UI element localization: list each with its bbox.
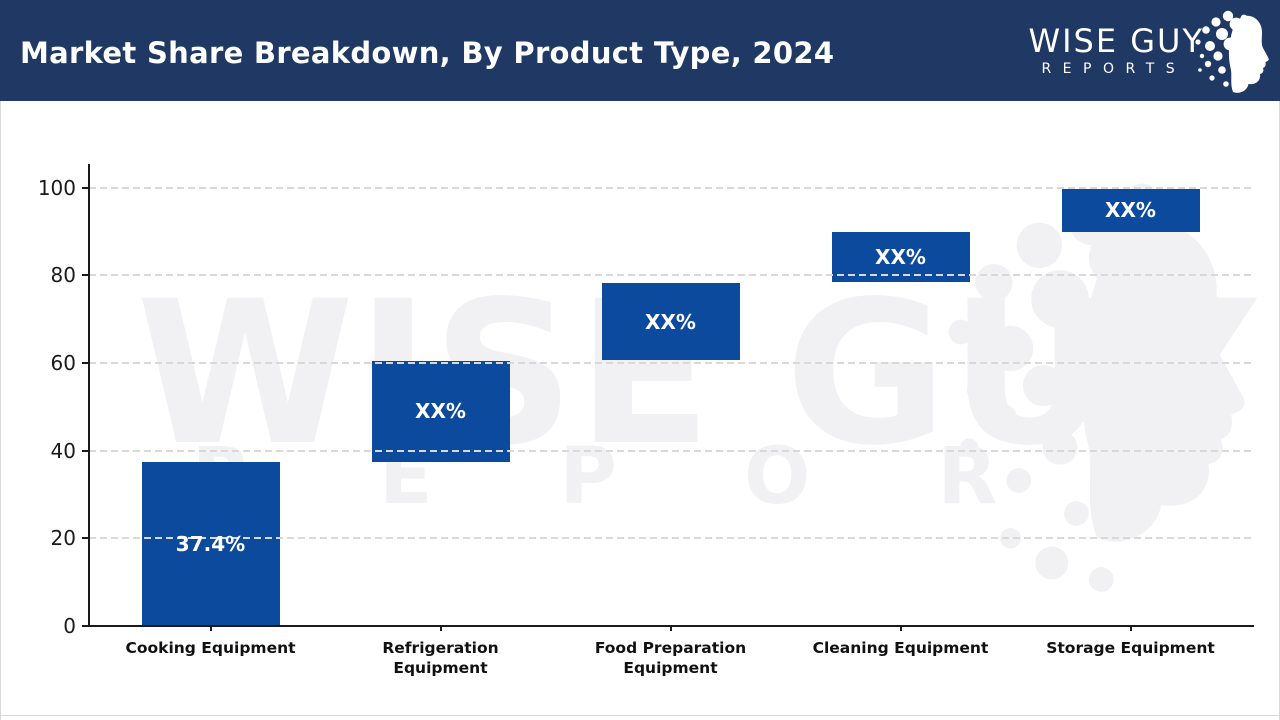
bar-segment: [141, 462, 280, 626]
gridline-100: [89, 186, 1254, 189]
bar-segment: [601, 283, 740, 360]
bar-segment: [371, 360, 510, 463]
x-tick-mark: [439, 626, 442, 631]
page-title: Market Share Breakdown, By Product Type,…: [20, 36, 835, 70]
x-tick-mark: [209, 626, 212, 631]
category-label: Refrigeration Equipment: [382, 639, 499, 677]
gridline-80: [89, 274, 1254, 277]
x-tick-mark: [1129, 626, 1132, 631]
brand-logo: WISE GUY REPORTS: [1012, 6, 1272, 98]
gridline-40: [89, 449, 1254, 452]
header: Market Share Breakdown, By Product Type,…: [0, 0, 1280, 101]
category-label: Cooking Equipment: [125, 639, 296, 657]
category-label: Food Preparation Equipment: [594, 639, 747, 677]
bar-segment: [831, 232, 970, 283]
y-tick-mark: [82, 449, 89, 452]
brand-subtitle: REPORTS: [1041, 61, 1187, 77]
y-tick-mark: [82, 186, 89, 189]
y-tick-mark: [82, 362, 89, 364]
y-tick-mark: [82, 537, 89, 540]
brand-head-dots-icon: [1195, 10, 1269, 93]
page-border-left: [0, 0, 1, 720]
y-tick-label: 100: [37, 175, 76, 200]
page-border-bottom: [0, 715, 1280, 716]
x-tick-mark: [899, 626, 902, 631]
y-tick-label: 80: [50, 263, 76, 288]
y-tick-label: 40: [50, 438, 76, 463]
brand-logo-text: WISE GUY REPORTS: [1028, 22, 1204, 77]
y-tick-label: 60: [50, 351, 76, 375]
bar-value-label: XX%: [415, 399, 466, 424]
y-tick-label: 0: [63, 614, 76, 638]
bar-value-label: 37.4%: [175, 532, 246, 557]
y-tick-mark: [82, 625, 89, 627]
gridline-20: [89, 537, 1254, 540]
plot-area: 0 20 40 60 80 100 37.4% Cooking Equipment XX% Ref…: [38, 164, 1254, 677]
y-axis-line: [88, 164, 90, 627]
category-label: Cleaning Equipment: [812, 639, 989, 657]
bar-value-label: XX%: [645, 309, 696, 334]
gridline-60: [89, 362, 1254, 364]
y-tick-mark: [82, 274, 89, 277]
x-tick-mark: [669, 626, 672, 631]
category-label: Storage Equipment: [1046, 639, 1215, 657]
y-tick-label: 20: [50, 526, 76, 551]
bar-value-label: XX%: [1105, 198, 1156, 223]
bar-value-label: XX%: [875, 245, 926, 270]
brand-name: WISE GUY: [1028, 22, 1204, 60]
